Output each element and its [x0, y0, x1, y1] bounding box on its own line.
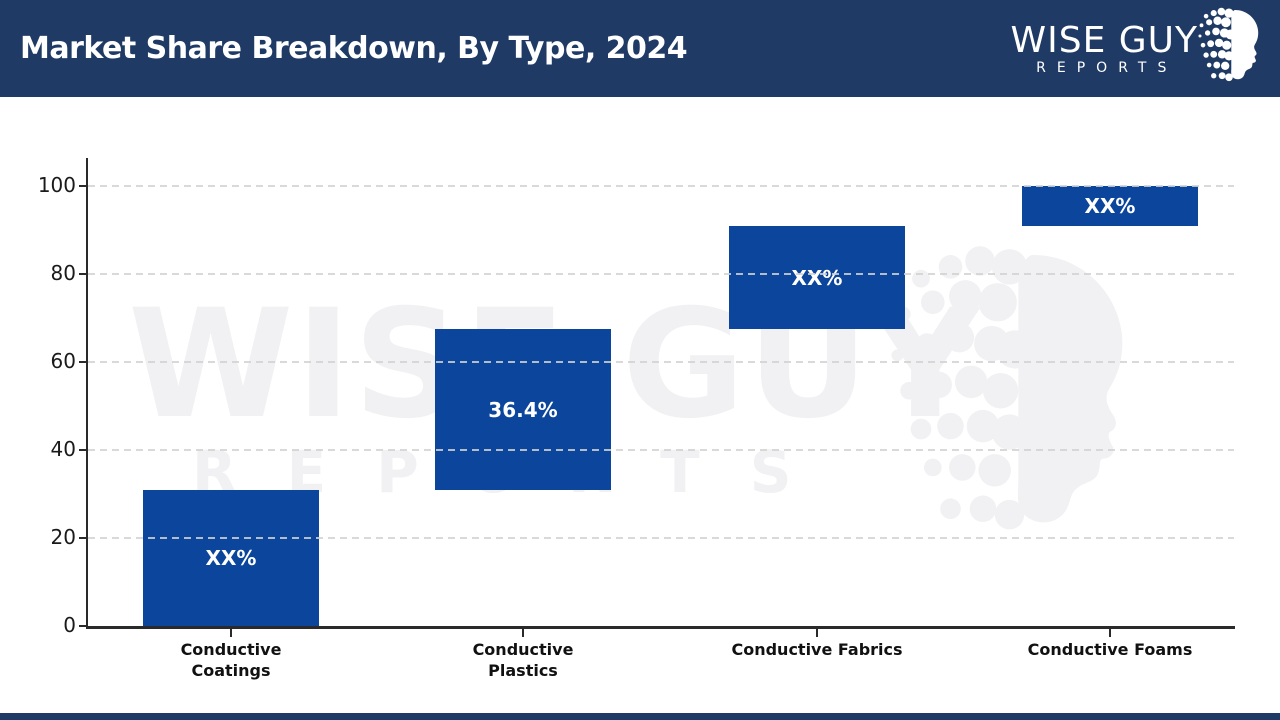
- bar-value-label: 36.4%: [488, 397, 558, 422]
- wise-guy-logo: WISE GUY REPORTS: [1011, 6, 1273, 92]
- bar-value-label: XX%: [791, 265, 843, 290]
- y-tick-mark: [79, 537, 87, 539]
- y-tick-mark: [79, 273, 87, 275]
- logo-text: WISE GUY REPORTS: [1010, 19, 1199, 77]
- dotted-head-icon: [1198, 7, 1259, 82]
- y-tick-mark: [79, 361, 87, 363]
- x-tick-mark: [816, 629, 818, 637]
- logo-subtitle: REPORTS: [1036, 60, 1178, 77]
- bar-value-label: XX%: [1084, 193, 1136, 218]
- watermark-head-icon: [891, 246, 1123, 530]
- header-band: Market Share Breakdown, By Type, 2024 WI…: [0, 0, 1280, 97]
- gridline-20: [88, 537, 1234, 539]
- y-tick-mark: [79, 625, 87, 627]
- gridline-40: [88, 449, 1234, 451]
- x-tick-mark: [522, 629, 524, 637]
- y-axis-line: [86, 158, 88, 628]
- y-tick-mark: [79, 449, 87, 451]
- page-title: Market Share Breakdown, By Type, 2024: [20, 31, 688, 66]
- footer-band: [0, 713, 1280, 720]
- gridline-100: [88, 185, 1234, 187]
- y-tick-label: 60: [50, 349, 76, 373]
- gridline-80: [88, 273, 1234, 275]
- x-axis-line: [86, 626, 1235, 629]
- category-label: Conductive Plastics: [472, 640, 574, 680]
- bar-conductive-foams: XX%: [1022, 186, 1198, 226]
- y-tick-label: 80: [50, 261, 76, 285]
- y-tick-label: 100: [37, 173, 76, 197]
- bar-conductive-coatings: XX%: [143, 489, 319, 626]
- y-tick-label: 40: [50, 437, 76, 461]
- category-label: Conductive Fabrics: [731, 640, 903, 659]
- x-tick-mark: [1109, 629, 1111, 637]
- x-tick-mark: [230, 629, 232, 637]
- category-label: Conductive Coatings: [180, 640, 282, 680]
- logo-wordmark: WISE GUY: [1010, 19, 1198, 61]
- gridline-60: [88, 361, 1234, 363]
- bar-value-label: XX%: [205, 545, 257, 570]
- y-tick-label: 0: [63, 613, 76, 637]
- bar-conductive-plastics: 36.4%: [435, 329, 611, 490]
- y-tick-mark: [79, 185, 87, 187]
- category-label: Conductive Foams: [1027, 640, 1193, 659]
- bar-conductive-fabrics: XX%: [729, 225, 905, 330]
- y-tick-label: 20: [50, 525, 76, 549]
